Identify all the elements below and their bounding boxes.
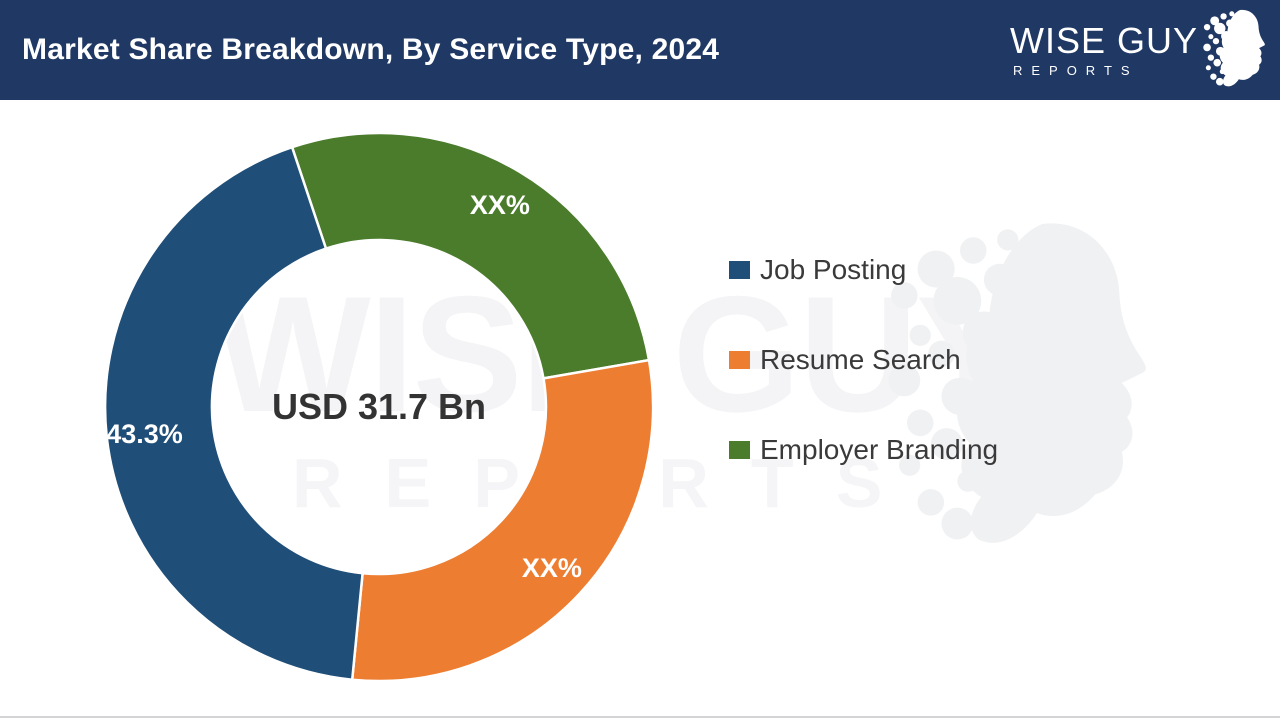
logo-text: WISE GUY REPORTS <box>1009 19 1198 78</box>
legend-label: Resume Search <box>760 344 961 375</box>
legend-item-job-posting: Job Posting <box>729 253 998 287</box>
legend-item-resume-search: Resume Search <box>729 343 998 377</box>
donut-segment-employer-branding <box>290 131 651 380</box>
legend-swatch-job-posting <box>729 261 750 279</box>
legend-swatch-resume-search <box>729 351 750 369</box>
footer-divider <box>0 716 1280 718</box>
logo-face-icon <box>1202 8 1268 92</box>
legend-item-employer-branding: Employer Branding <box>729 433 998 467</box>
page-title: Market Share Breakdown, By Service Type,… <box>22 33 720 66</box>
segment-label-job-posting: 43.3% <box>106 419 183 449</box>
legend-label: Employer Branding <box>760 434 999 465</box>
legend-label: Job Posting <box>760 254 907 285</box>
logo-subtitle: REPORTS <box>1012 62 1139 78</box>
donut-chart: XX% XX% 43.3% <box>103 131 655 683</box>
donut-center-label: USD 31.7 Bn <box>271 386 487 427</box>
donut-segment-job-posting <box>103 145 364 681</box>
wise-guy-reports-logo: WISE GUY REPORTS <box>1010 6 1268 94</box>
chart-legend: Job Posting Resume Search Employer Brand… <box>729 253 998 523</box>
segment-label-employer-branding: XX% <box>470 190 530 220</box>
legend-swatch-employer-branding <box>729 441 750 459</box>
logo-wordmark: WISE GUY <box>1009 19 1198 61</box>
segment-label-resume-search: XX% <box>522 553 582 583</box>
donut-segment-resume-search <box>350 358 655 683</box>
header-bar: Market Share Breakdown, By Service Type,… <box>0 0 1280 100</box>
